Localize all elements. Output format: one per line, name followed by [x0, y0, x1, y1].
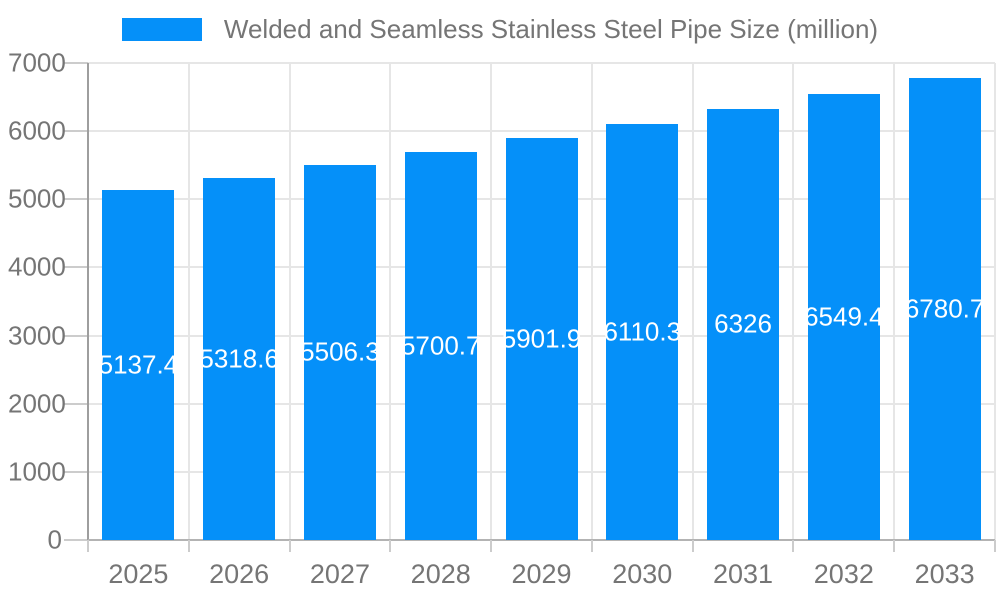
x-axis-tick — [590, 540, 593, 552]
gridline-vertical — [490, 63, 493, 540]
chart-legend-item[interactable]: Welded and Seamless Stainless Steel Pipe… — [0, 14, 1000, 44]
x-tick-label: 2030 — [612, 559, 673, 589]
y-tick-label: 5000 — [8, 183, 66, 214]
x-tick-label: 2027 — [309, 559, 370, 589]
x-tick-label: 2026 — [209, 559, 270, 589]
gridline-vertical — [389, 63, 392, 540]
bar[interactable] — [707, 108, 780, 540]
x-axis-tick — [288, 540, 291, 552]
x-tick-label: 2029 — [511, 559, 572, 589]
y-axis-tick — [64, 539, 88, 541]
gridline-vertical — [994, 63, 996, 540]
gridline-vertical — [187, 63, 190, 540]
x-axis-tick — [87, 540, 89, 552]
x-axis-tick — [187, 540, 190, 552]
bar[interactable] — [404, 151, 477, 540]
y-axis-tick — [64, 402, 88, 405]
y-axis-tick — [64, 266, 88, 269]
gridline-vertical — [893, 63, 896, 540]
y-axis-tick — [64, 470, 88, 473]
y-axis-tick — [64, 130, 88, 133]
gridline-vertical — [590, 63, 593, 540]
y-axis-line — [87, 63, 89, 540]
x-tick-label: 2031 — [713, 559, 774, 589]
x-tick-label: 2032 — [813, 559, 874, 589]
x-axis-tick — [893, 540, 896, 552]
y-axis-tick — [64, 62, 88, 64]
y-tick-label: 6000 — [8, 115, 66, 146]
y-tick-label: 1000 — [8, 456, 66, 487]
x-tick-label: 2028 — [410, 559, 471, 589]
x-tick-label: 2033 — [914, 559, 975, 589]
gridline-vertical — [288, 63, 291, 540]
y-tick-label: 2000 — [8, 388, 66, 419]
x-axis-tick — [691, 540, 694, 552]
gridline-horizontal — [88, 130, 995, 133]
y-tick-label: 0 — [47, 524, 62, 555]
legend-swatch — [121, 17, 202, 41]
y-tick-label: 4000 — [8, 251, 66, 282]
x-axis-tick — [389, 540, 392, 552]
y-tick-label: 7000 — [8, 47, 66, 78]
bar[interactable] — [505, 137, 578, 540]
y-axis-tick — [64, 334, 88, 337]
legend-label: Welded and Seamless Stainless Steel Pipe… — [223, 14, 879, 44]
bar[interactable] — [908, 77, 981, 540]
gridline-vertical — [691, 63, 694, 540]
x-tick-label: 2025 — [108, 559, 169, 589]
y-axis-tick — [64, 198, 88, 201]
x-axis-tick — [490, 540, 493, 552]
bar[interactable] — [807, 93, 880, 540]
bar[interactable] — [203, 177, 276, 540]
bar[interactable] — [606, 123, 679, 540]
bar[interactable] — [102, 189, 175, 540]
x-axis-line — [88, 539, 995, 541]
x-axis-tick — [994, 540, 996, 552]
bar[interactable] — [303, 164, 376, 540]
x-axis-tick — [792, 540, 795, 552]
gridline-horizontal — [88, 62, 995, 64]
gridline-vertical — [792, 63, 795, 540]
y-tick-label: 3000 — [8, 320, 66, 351]
